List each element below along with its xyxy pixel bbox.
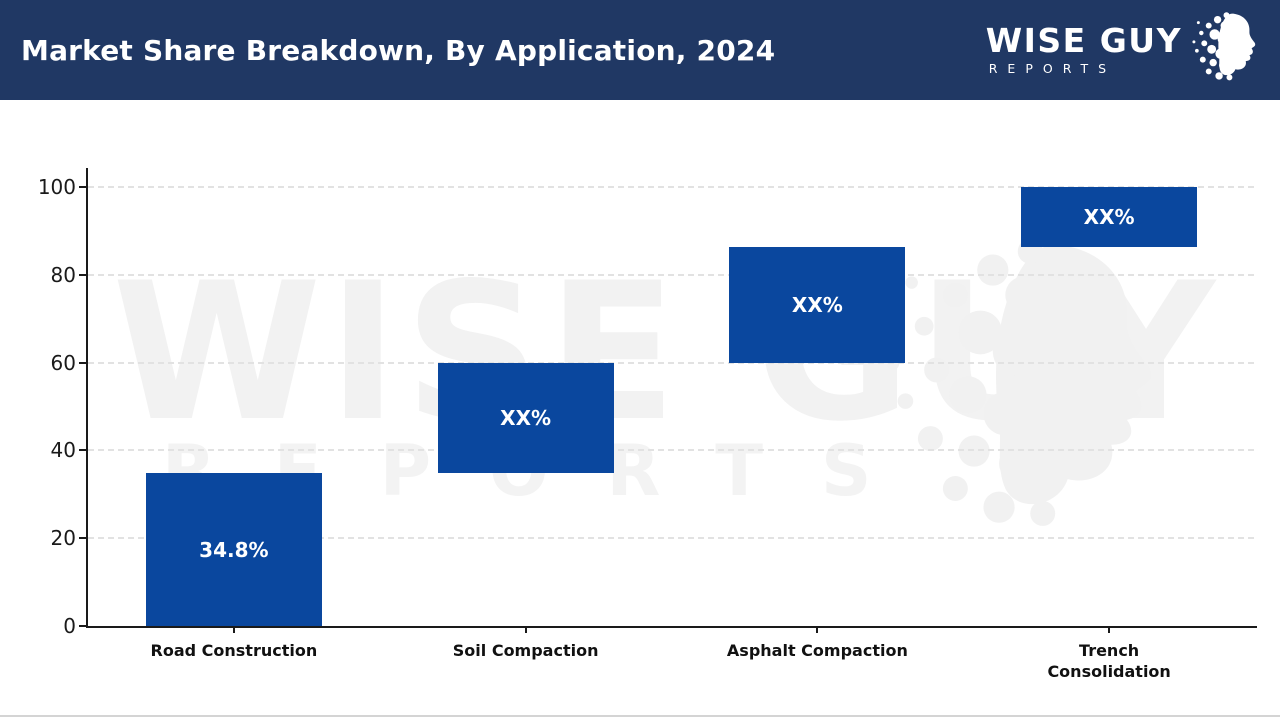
page-title: Market Share Breakdown, By Application, … [21,33,776,67]
plot-area: 0 20 40 60 80 100 34.8% Road Construction XX% Soi… [38,175,1255,681]
y-tick-label: 100 [37,175,76,199]
x-axis-label: Road Construction [150,641,318,660]
gridline [88,273,1255,276]
logo-reports-text: REPORTS [988,61,1117,76]
header: Market Share Breakdown, By Application, … [0,0,1280,100]
bar-value-label: XX% [791,292,843,317]
x-tick-mark [1108,626,1111,633]
y-tick-mark [79,361,87,364]
y-tick-label: 60 [50,350,76,375]
x-axis-label: Trench Consolidation [1047,641,1171,681]
x-tick-mark [524,626,527,633]
logo-face-icon [1192,12,1256,81]
y-tick-mark [79,186,87,188]
bottom-border [0,715,1280,717]
y-tick-mark [79,625,87,627]
bar: XX% [729,246,906,363]
x-tick-mark [232,626,235,633]
y-tick-label: 80 [50,262,76,287]
bar: XX% [1021,187,1198,247]
y-tick-mark [79,449,87,452]
x-axis-spine [86,626,1257,628]
y-tick-label: 20 [50,526,76,551]
gridline [88,361,1255,364]
y-tick-label: 0 [63,614,76,638]
wise-guy-reports-logo: WISE GUY REPORTS [986,7,1262,93]
y-tick-mark [79,537,87,540]
bar-value-label: 34.8% [199,537,269,562]
logo-wise-guy-text: WISE GUY [985,21,1182,60]
gridline [88,186,1255,188]
bar: 34.8% [145,473,322,626]
x-tick-mark [816,626,819,633]
y-axis-spine [86,168,88,628]
y-tick-label: 40 [50,438,76,463]
watermark-face-icon [886,238,1152,526]
x-axis-label: Soil Compaction [452,641,599,660]
logo-text: WISE GUY REPORTS [986,24,1182,76]
y-tick-mark [79,273,87,276]
gridline [88,537,1255,540]
bar-value-label: XX% [500,405,552,430]
gridline [88,449,1255,452]
x-axis-label: Asphalt Compaction [726,641,908,660]
bar: XX% [437,362,614,474]
bar-value-label: XX% [1083,204,1135,229]
